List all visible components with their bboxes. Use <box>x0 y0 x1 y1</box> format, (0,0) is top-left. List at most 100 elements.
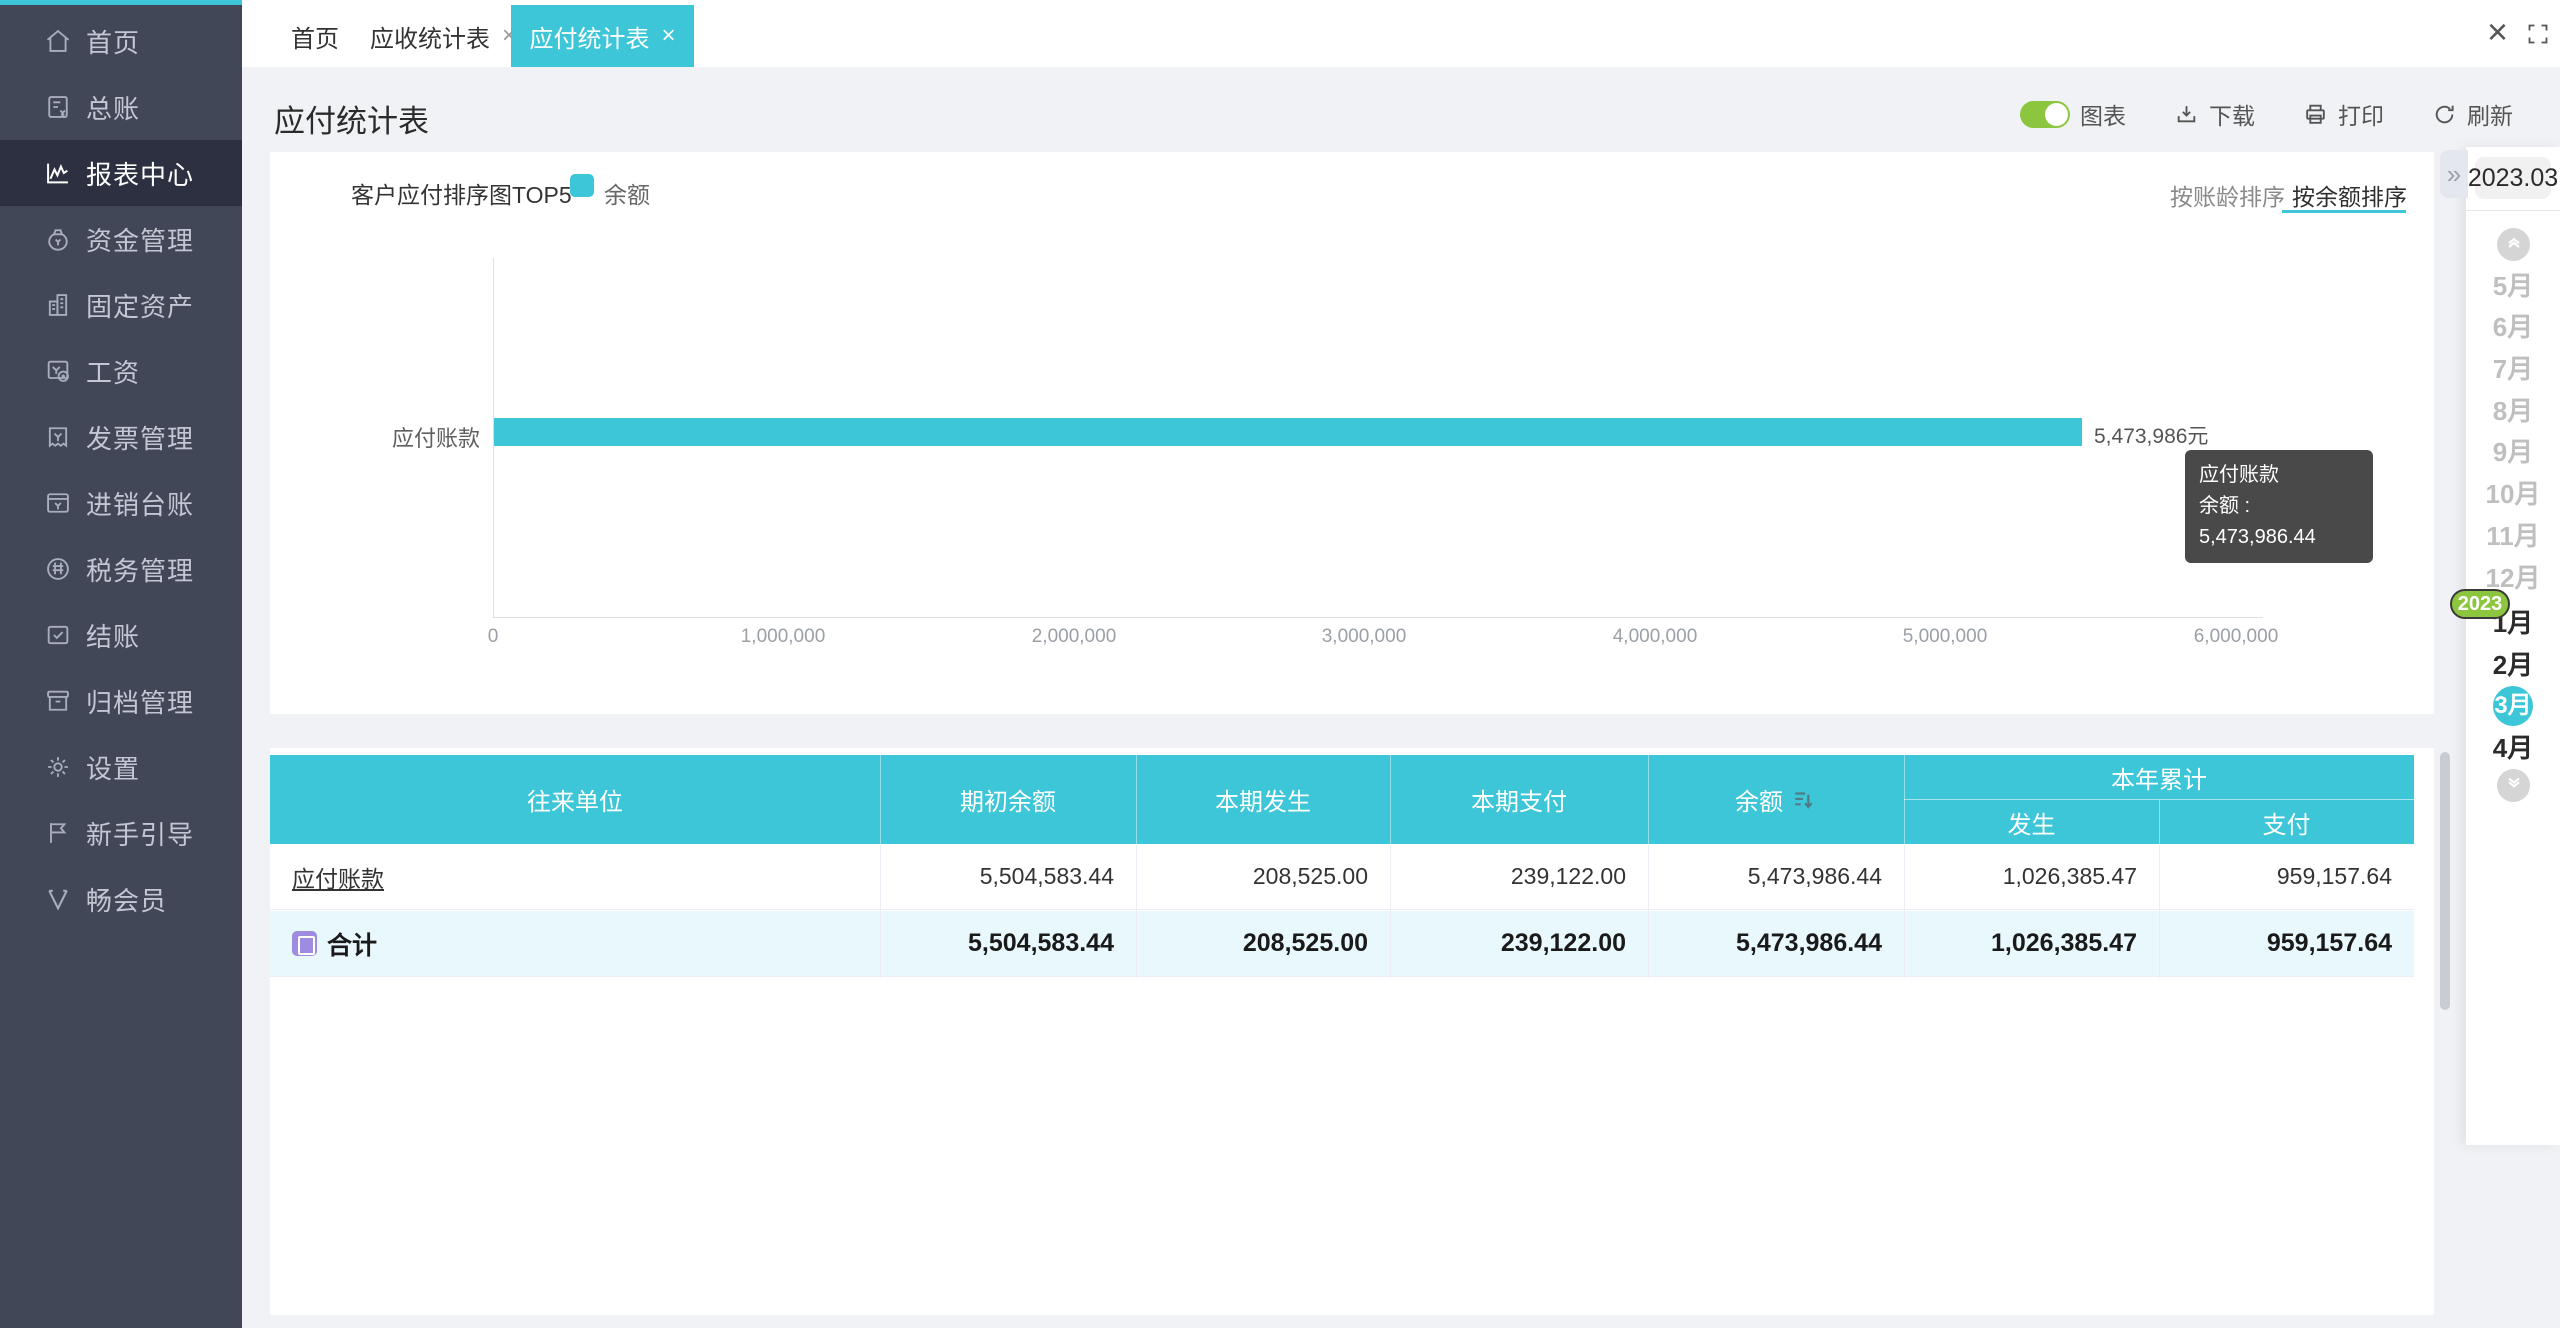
chevrons-right-icon: » <box>2446 158 2462 189</box>
month-item-june[interactable]: 6月 <box>2492 312 2534 342</box>
invoice-icon <box>44 423 72 451</box>
col-header-ytd-paid[interactable]: 支付 <box>2262 811 2311 839</box>
sidebar-item-invoices[interactable]: 发票管理 <box>0 404 242 470</box>
report-chart-icon <box>44 159 72 187</box>
balance-bar[interactable] <box>494 418 2082 446</box>
print-label: 打印 <box>2338 103 2384 129</box>
download-button[interactable]: 下载 <box>2174 97 2255 131</box>
sidebar-item-tax[interactable]: 税务管理 <box>0 536 242 602</box>
total-ytd-incurred-cell: 1,026,385.47 <box>1991 929 2137 957</box>
sort-by-age-tab[interactable]: 按账龄排序 <box>2170 184 2285 210</box>
window-close-icon[interactable]: × <box>2487 11 2509 52</box>
month-item-november[interactable]: 11月 <box>2486 521 2540 551</box>
guide-flag-icon <box>44 819 72 847</box>
sidebar-item-funds[interactable]: 资金管理 <box>0 206 242 272</box>
header-divider <box>880 755 881 844</box>
header-divider <box>1904 755 1905 844</box>
col-header-balance[interactable]: 余额 <box>1648 755 1904 844</box>
tab-label: 应付统计表 <box>529 25 650 53</box>
body-column-divider <box>1904 844 1905 978</box>
month-item-may[interactable]: 5月 <box>2492 271 2534 301</box>
building-icon <box>44 291 72 319</box>
archive-icon <box>44 687 72 715</box>
sidebar-item-fixed-assets[interactable]: 固定资产 <box>0 272 242 338</box>
col-header-unit[interactable]: 往来单位 <box>527 789 623 816</box>
sidebar-item-label: 首页 <box>86 27 141 58</box>
table-row[interactable]: 应付账款 5,504,583.44 208,525.00 239,122.00 … <box>270 844 2414 910</box>
row-unit-cell[interactable]: 应付账款 <box>270 844 880 909</box>
row-current-incurred-cell: 208,525.00 <box>1252 863 1368 889</box>
body-column-divider <box>2159 844 2160 978</box>
toggle-knob <box>2045 102 2068 126</box>
sidebar-item-label: 总账 <box>86 93 141 124</box>
col-header-opening-balance[interactable]: 期初余额 <box>960 789 1056 816</box>
scroll-months-up-button[interactable] <box>2497 228 2530 261</box>
sidebar-item-beginner-guide[interactable]: 新手引导 <box>0 800 242 866</box>
header-divider <box>1390 755 1391 844</box>
fullscreen-icon[interactable] <box>2526 22 2550 46</box>
col-header-ytd-incurred[interactable]: 发生 <box>2007 811 2056 839</box>
tab-home[interactable]: 首页 <box>260 5 370 67</box>
sidebar-item-general-ledger[interactable]: 总账 <box>0 74 242 140</box>
month-item-august[interactable]: 8月 <box>2492 396 2534 426</box>
panel-divider <box>2466 210 2560 211</box>
col-header-current-incurred[interactable]: 本期发生 <box>1215 789 1311 816</box>
sidebar-item-closing[interactable]: 结账 <box>0 602 242 668</box>
sort-descending-icon[interactable] <box>1791 787 1817 813</box>
sidebar-item-home[interactable]: 首页 <box>0 8 242 74</box>
sidebar-item-settings[interactable]: 设置 <box>0 734 242 800</box>
sidebar-item-report-center[interactable]: 报表中心 <box>0 140 242 206</box>
year-badge: 2023 <box>2450 589 2510 619</box>
month-item-july[interactable]: 7月 <box>2492 354 2534 384</box>
print-button[interactable]: 打印 <box>2303 97 2384 131</box>
legend-label[interactable]: 余额 <box>604 182 650 208</box>
sort-by-balance-tab[interactable]: 按余额排序 <box>2292 184 2407 210</box>
vip-v-icon <box>44 885 72 913</box>
refresh-icon <box>2432 102 2457 127</box>
balance-header-label: 余额 <box>1735 789 1783 816</box>
sidebar-item-label: 设置 <box>86 753 141 784</box>
closing-icon <box>44 621 72 649</box>
legend-swatch[interactable] <box>570 174 594 197</box>
content-scrollbar[interactable] <box>2440 752 2450 1010</box>
month-item-october[interactable]: 10月 <box>2485 479 2541 509</box>
payroll-icon <box>44 357 72 385</box>
col-header-current-paid[interactable]: 本期支付 <box>1471 789 1567 816</box>
chart-toggle-label: 图表 <box>2080 103 2126 129</box>
sidebar-item-vip-member[interactable]: 畅会员 <box>0 866 242 932</box>
total-current-incurred-cell: 208,525.00 <box>1242 929 1368 957</box>
sidebar-item-archive[interactable]: 归档管理 <box>0 668 242 734</box>
tab-receivable-report[interactable]: 应收统计表 × <box>360 5 526 67</box>
chart-x-axis-line <box>493 617 2263 618</box>
active-sort-underline <box>2282 210 2406 213</box>
x-tick: 6,000,000 <box>2193 626 2279 647</box>
payable-account-link[interactable]: 应付账款 <box>292 865 384 892</box>
settings-gear-icon <box>44 753 72 781</box>
panel-collapse-button[interactable]: » <box>2440 150 2468 198</box>
refresh-button[interactable]: 刷新 <box>2432 97 2513 131</box>
sidebar-item-label: 结账 <box>86 621 141 652</box>
money-bag-icon <box>44 225 72 253</box>
month-item-february[interactable]: 2月 <box>2492 650 2534 680</box>
scroll-months-down-button[interactable] <box>2497 769 2530 802</box>
sidebar-item-label: 归档管理 <box>86 687 195 718</box>
chart-tooltip: 应付账款 余额 : 5,473,986.44 <box>2185 450 2373 563</box>
chart-toggle[interactable] <box>2020 100 2070 128</box>
total-opening-cell: 5,504,583.44 <box>968 929 1114 957</box>
header-group-divider <box>1904 799 2414 800</box>
tab-payable-report[interactable]: 应付统计表 × <box>511 5 694 67</box>
header-divider <box>1136 755 1137 844</box>
month-item-september[interactable]: 9月 <box>2492 437 2534 467</box>
current-period-display[interactable]: 2023.03 <box>2468 157 2558 199</box>
tab-close-icon[interactable]: × <box>661 22 676 49</box>
sidebar-item-payroll[interactable]: 工资 <box>0 338 242 404</box>
refresh-label: 刷新 <box>2467 103 2513 129</box>
home-icon <box>44 27 72 55</box>
month-item-march-active[interactable]: 3月 <box>2466 684 2560 726</box>
sidebar-item-label: 畅会员 <box>86 885 168 916</box>
month-item-april[interactable]: 4月 <box>2492 733 2534 763</box>
sidebar-item-purchase-sales-ledger[interactable]: 进销台账 <box>0 470 242 536</box>
body-column-divider <box>1390 844 1391 978</box>
month-item-december[interactable]: 12月 <box>2485 563 2541 593</box>
